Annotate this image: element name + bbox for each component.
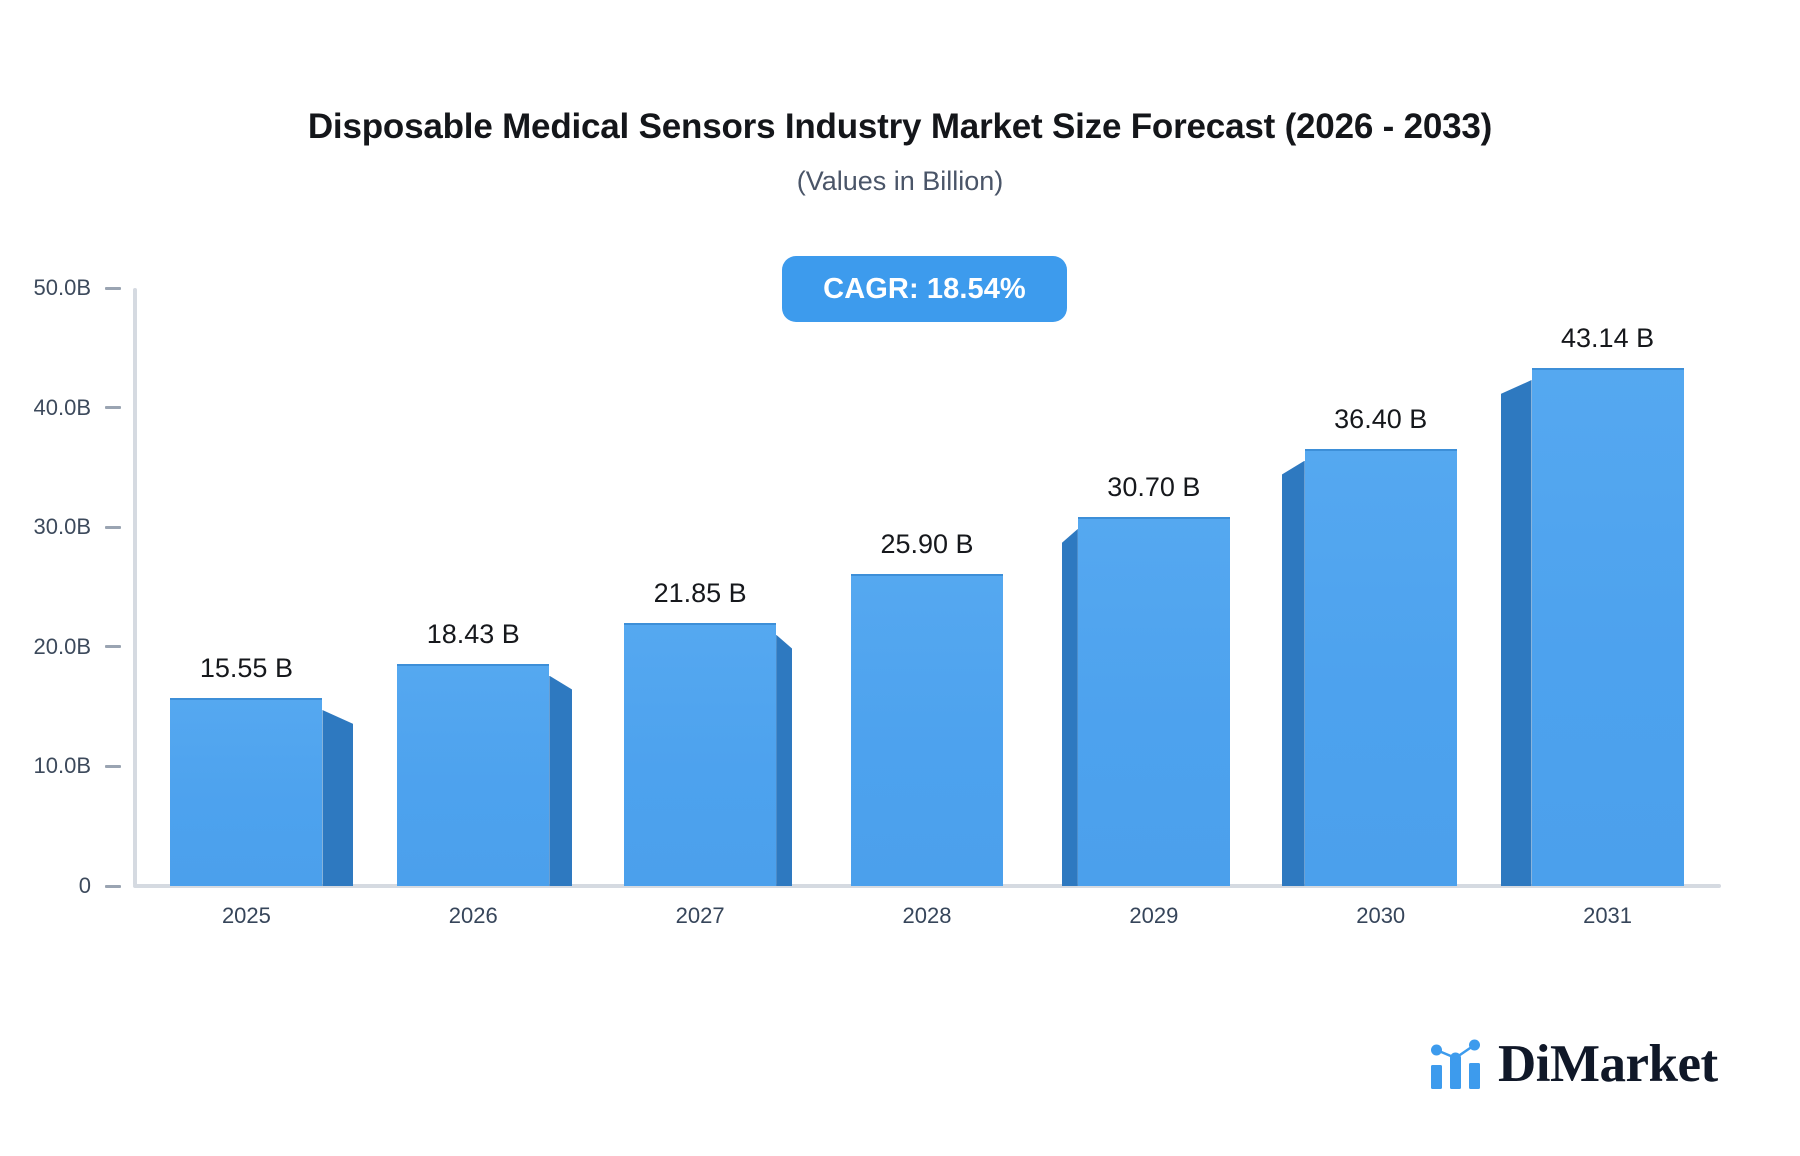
x-axis-tick-label: 2025 <box>221 903 271 928</box>
bar-value-label: 15.55 B <box>199 653 293 684</box>
x-axis-tick-label: 2026 <box>448 903 498 928</box>
bar[interactable]: 18.43 B <box>397 619 573 886</box>
bar-value-label: 43.14 B <box>1561 323 1655 354</box>
brand-name: DiMarket <box>1498 1035 1718 1093</box>
bar-value-label: 30.70 B <box>1107 471 1201 502</box>
y-axis-tick-label: 50.0B <box>33 275 92 300</box>
y-axis-tick-mark <box>105 764 121 768</box>
y-axis-tick-label: 10.0B <box>33 753 92 779</box>
y-axis-tick-mark <box>105 884 121 888</box>
bar-front-face <box>1304 448 1457 886</box>
x-axis-tick-label: 2029 <box>1129 903 1179 928</box>
bar[interactable]: 25.90 B <box>851 529 1003 886</box>
bar-value-label: 25.90 B <box>880 529 974 560</box>
bar-front-face <box>170 698 323 886</box>
y-axis-tick-label: 30.0B <box>33 514 92 540</box>
y-axis-tick-mark <box>105 406 121 410</box>
bar-side-face <box>776 634 793 886</box>
x-axis-tick-label: 2027 <box>675 903 725 928</box>
y-axis-tick-label: 20.0B <box>33 633 92 659</box>
bar-chart-dots-icon <box>1428 1039 1484 1091</box>
x-axis-line <box>133 884 1721 888</box>
y-axis-line <box>133 288 137 886</box>
bar-front-face <box>397 663 550 886</box>
brand-logo: DiMarket <box>1428 1038 1718 1091</box>
x-axis-tick-label: 2028 <box>902 903 952 928</box>
bar-value-label: 36.40 B <box>1334 403 1428 434</box>
x-axis-tick-label: 2031 <box>1583 903 1633 928</box>
x-axis-labels: 2025 2026 2027 2028 2029 2030 2031 <box>133 903 1721 943</box>
bars-layer: 15.55 B 18.43 B 21.85 B 25.90 B 30.70 B 36.40… <box>133 288 1721 886</box>
chart-subtitle: (Values in Billion) <box>796 165 1004 196</box>
bar-front-face <box>851 574 1003 886</box>
bar-front-face <box>624 622 777 886</box>
y-axis-tick-mark <box>105 645 121 649</box>
y-axis-tick-mark <box>105 525 121 529</box>
bar[interactable]: 15.55 B <box>170 653 354 886</box>
y-axis-tick-label: 0 <box>78 873 91 898</box>
bar-front-face <box>1077 516 1230 886</box>
bar-side-face <box>1281 460 1305 886</box>
bar[interactable]: 36.40 B <box>1281 404 1457 886</box>
bar[interactable]: 43.14 B <box>1500 323 1684 886</box>
bar-side-face <box>549 675 573 886</box>
bar-value-label: 21.85 B <box>653 577 747 608</box>
cagr-badge: CAGR: 18.54% <box>782 256 1067 322</box>
bar[interactable]: 30.70 B <box>1061 472 1230 886</box>
bar[interactable]: 21.85 B <box>624 578 793 886</box>
bar-front-face <box>1531 368 1684 886</box>
y-axis-tick-mark <box>105 286 121 290</box>
chart-title: Disposable Medical Sensors Industry Mark… <box>307 107 1493 146</box>
chart-header: Disposable Medical Sensors Industry Mark… <box>0 107 1800 197</box>
bar-value-label: 18.43 B <box>426 618 520 649</box>
cagr-badge-label: CAGR: 18.54% <box>823 272 1026 305</box>
x-axis-tick-label: 2030 <box>1356 903 1406 928</box>
bar-side-face <box>1500 380 1532 886</box>
bar-side-face <box>322 710 354 886</box>
y-axis-tick-label: 40.0B <box>33 394 92 420</box>
bar-side-face <box>1061 528 1078 886</box>
